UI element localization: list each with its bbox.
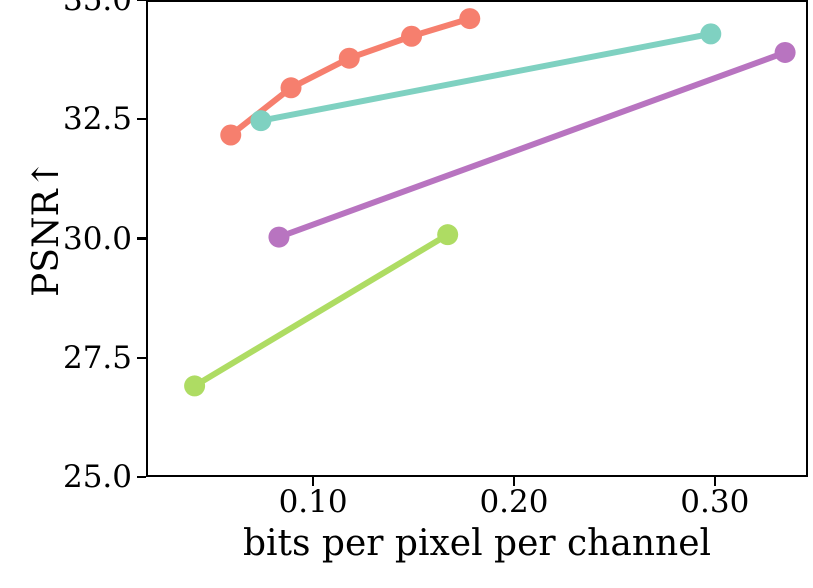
plot-area <box>146 0 808 477</box>
y-tick-mark <box>137 118 146 121</box>
y-tick-mark <box>137 356 146 359</box>
y-tick-mark <box>137 475 146 479</box>
x-axis-title: bits per pixel per channel <box>242 523 712 564</box>
y-tick-label: 32.5 <box>62 101 132 138</box>
x-tick-mark <box>512 477 516 486</box>
x-tick-mark <box>713 477 716 486</box>
x-tick-label: 0.30 <box>680 484 750 520</box>
x-tick-label: 0.20 <box>479 484 549 520</box>
y-axis-tick-labels: 25.0 27.5 30.0 32.5 35.0 <box>0 0 132 588</box>
y-tick-label: 25.0 <box>62 459 132 495</box>
x-tick-label: 0.10 <box>278 484 348 520</box>
x-tick-mark <box>312 477 315 486</box>
y-tick-mark <box>137 237 146 240</box>
y-axis-title: PSNR↑ <box>26 159 67 297</box>
y-tick-label: 27.5 <box>62 339 132 376</box>
y-tick-label: 35.0 <box>62 0 132 18</box>
y-tick-label: 30.0 <box>62 220 132 257</box>
y-tick-mark <box>137 0 146 2</box>
